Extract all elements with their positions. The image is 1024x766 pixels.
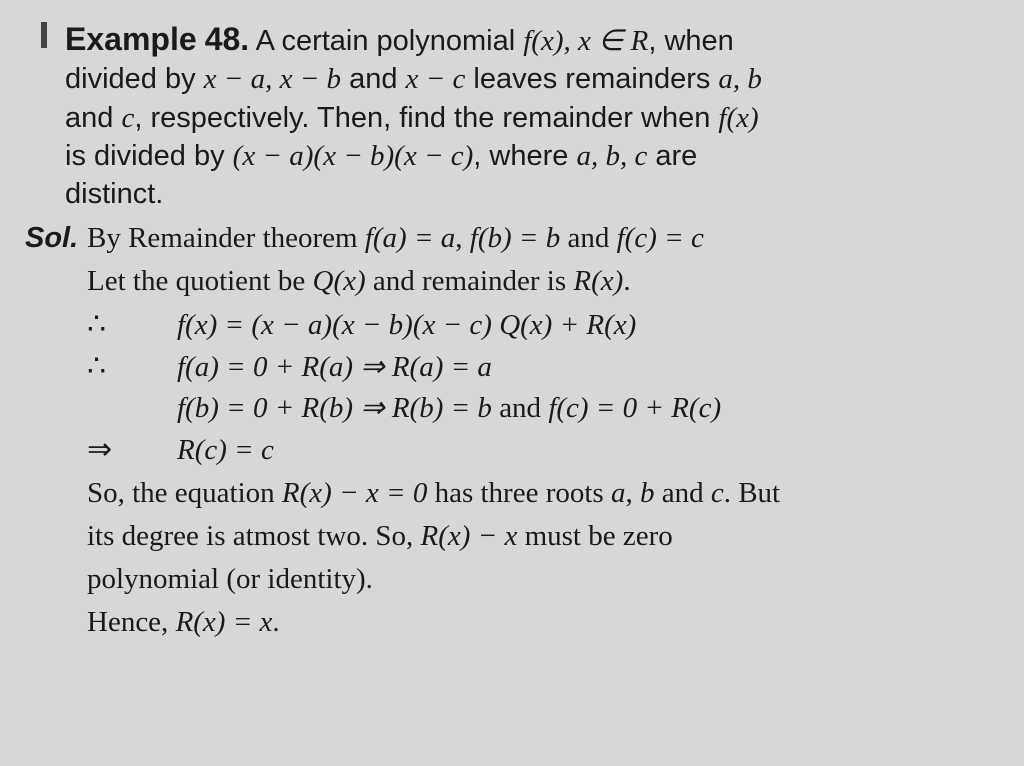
equation: f(a) = 0 + R(a) ⇒ R(a) = a [177, 348, 984, 387]
example-bar-icon [41, 22, 47, 48]
example-label: Example [65, 21, 197, 57]
sol-math: f(c) = 0 + R(c) [548, 392, 721, 424]
problem-line2-b: and [341, 63, 406, 95]
solution-line: So, the equation R(x) − x = 0 has three … [87, 474, 984, 513]
implies-icon [87, 430, 177, 470]
sol-text: its degree is atmost two. So, [87, 520, 420, 552]
problem-math: a, b [718, 63, 762, 95]
sol-math: f(c) = c [617, 222, 704, 254]
equation: R(c) = c [177, 431, 984, 470]
sol-text: . [272, 606, 279, 638]
problem-math: f(x) [718, 102, 758, 134]
sol-text: and [560, 222, 616, 254]
solution-line: By Remainder theorem f(a) = a, f(b) = b … [87, 219, 984, 258]
solution-block: Sol. By Remainder theorem f(a) = a, f(b)… [25, 219, 984, 642]
equation-row: R(c) = c [87, 430, 984, 470]
therefore-icon [87, 347, 177, 387]
solution-label: Sol. [25, 219, 78, 258]
sol-text: polynomial (or identity). [87, 563, 373, 595]
sol-math: R(x) = x [176, 606, 273, 638]
equation-row: f(b) = 0 + R(b) ⇒ R(b) = b and f(c) = 0 … [87, 389, 984, 428]
problem-math: f(x), x ∈ R [523, 25, 648, 57]
example-block: Example 48. A certain polynomial f(x), x… [25, 18, 984, 213]
sol-math: f(b) = b [470, 222, 560, 254]
solution-line: polynomial (or identity). [87, 560, 984, 599]
sol-text: . But [724, 477, 780, 509]
sol-text: must be zero [517, 520, 672, 552]
sol-text: So, the equation [87, 477, 282, 509]
problem-line4-c: are [647, 140, 697, 172]
problem-math: (x − a)(x − b)(x − c) [233, 140, 474, 172]
sol-text: Let the quotient be [87, 265, 313, 297]
sol-math: f(a) = a [365, 222, 455, 254]
sol-text: has three roots [427, 477, 611, 509]
problem-line4-a: is divided by [65, 140, 233, 172]
problem-line2-a: divided by [65, 63, 204, 95]
problem-math: c [121, 102, 134, 134]
problem-math: a, b, c [576, 140, 647, 172]
sol-math: R(x) [573, 265, 623, 297]
sol-text: , [625, 477, 640, 509]
problem-text: Example 48. A certain polynomial f(x), x… [65, 18, 984, 213]
problem-line3-a: and [65, 102, 121, 134]
solution-line: Let the quotient be Q(x) and remainder i… [87, 262, 984, 301]
problem-line5: distinct. [65, 178, 163, 210]
solution-line: Hence, R(x) = x. [87, 603, 984, 642]
solution-line: its degree is atmost two. So, R(x) − x m… [87, 517, 984, 556]
sol-text: By Remainder theorem [87, 222, 365, 254]
problem-math: x − a, x − b [204, 63, 341, 95]
problem-line1-b: , when [648, 25, 733, 57]
sol-text: , [455, 222, 470, 254]
sol-text: and [654, 477, 710, 509]
sol-text: . [623, 265, 630, 297]
example-number: 48. [205, 21, 249, 57]
sol-math: Q(x) [313, 265, 366, 297]
equation-row: f(a) = 0 + R(a) ⇒ R(a) = a [87, 347, 984, 387]
page: Example 48. A certain polynomial f(x), x… [0, 0, 1024, 766]
equation: f(b) = 0 + R(b) ⇒ R(b) = b and f(c) = 0 … [177, 389, 984, 428]
equation: f(x) = (x − a)(x − b)(x − c) Q(x) + R(x) [177, 306, 984, 345]
sol-math: c [711, 477, 724, 509]
problem-math: x − c [406, 63, 466, 95]
sol-math: R(x) − x [420, 520, 517, 552]
problem-line2-c: leaves remainders [465, 63, 718, 95]
problem-line1-a: A certain polynomial [256, 25, 524, 57]
sol-text: and remainder is [366, 265, 574, 297]
problem-line3-b: , respectively. Then, find the remainder… [134, 102, 718, 134]
therefore-icon [87, 305, 177, 345]
sol-math: R(x) − x = 0 [282, 477, 427, 509]
problem-line4-b: , where [473, 140, 576, 172]
sol-text: Hence, [87, 606, 176, 638]
sol-math: f(b) = 0 + R(b) ⇒ R(b) = b [177, 392, 492, 424]
sol-math: b [640, 477, 655, 509]
equation-row: f(x) = (x − a)(x − b)(x − c) Q(x) + R(x) [87, 305, 984, 345]
sol-math: a [611, 477, 626, 509]
sol-text: and [492, 392, 548, 424]
